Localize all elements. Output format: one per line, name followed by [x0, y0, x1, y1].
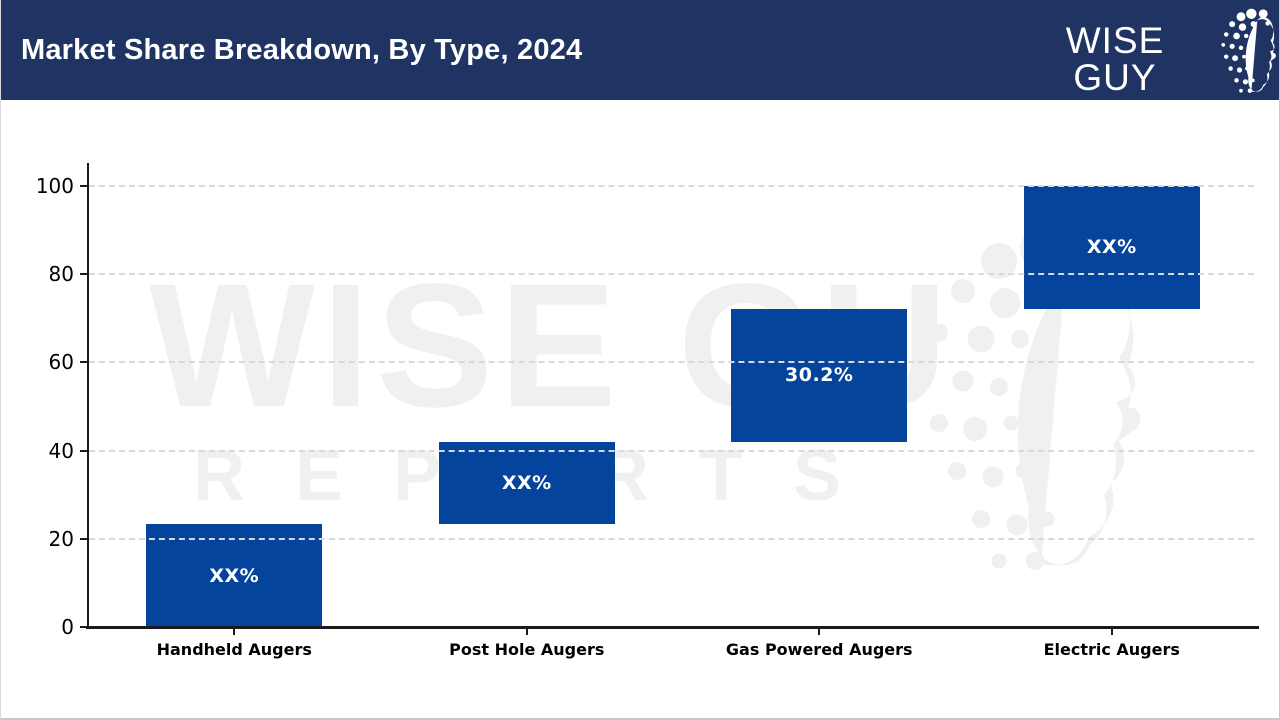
x-axis-line	[86, 626, 1259, 629]
y-tick-label: 100	[35, 174, 74, 198]
bar-value-label: XX%	[209, 564, 260, 587]
y-tick-mark	[80, 185, 88, 187]
y-tick-mark	[80, 626, 88, 628]
y-tick-mark	[80, 273, 88, 276]
x-category-label: Handheld Augers	[156, 640, 312, 659]
gridline-60	[89, 361, 1254, 364]
gridline-20	[89, 537, 1254, 540]
x-category-label: Gas Powered Augers	[725, 640, 913, 659]
logo-wordmark: WISE GUY	[1065, 20, 1165, 98]
logo-head-icon	[1221, 8, 1276, 93]
x-tick-mark	[818, 628, 821, 635]
bar-1	[146, 524, 323, 627]
y-tick-label: 80	[48, 262, 74, 287]
x-category-label: Post Hole Augers	[449, 640, 605, 659]
page-title: Market Share Breakdown, By Type, 2024	[21, 33, 583, 66]
gridline-80	[89, 273, 1254, 276]
bar-2	[438, 441, 615, 525]
bar-value-label: 30.2%	[785, 364, 854, 387]
y-tick-mark	[80, 361, 88, 364]
x-tick-mark	[525, 628, 528, 635]
logo-text: WISE GUY REPORTS	[1024, 22, 1206, 114]
y-tick-label: 20	[48, 526, 74, 551]
x-tick-mark	[233, 628, 236, 635]
wise-guy-reports-logo: WISE GUY REPORTS	[1024, 4, 1276, 114]
header-bar: Market Share Breakdown, By Type, 2024 WI…	[1, 0, 1279, 114]
y-tick-label: 60	[48, 350, 74, 375]
gridline-40	[89, 449, 1254, 452]
bar-value-label: XX%	[1086, 236, 1137, 259]
x-category-label: Electric Augers	[1043, 640, 1180, 659]
y-tick-mark	[80, 537, 88, 540]
x-tick-mark	[1110, 628, 1113, 635]
y-tick-mark	[80, 449, 88, 452]
logo-subtitle: REPORTS	[1048, 99, 1188, 114]
gridline-100	[89, 185, 1254, 187]
bar-value-label: XX%	[501, 471, 552, 494]
bar-3	[731, 308, 908, 442]
y-tick-label: 0	[61, 615, 74, 639]
y-axis-line	[87, 163, 89, 629]
y-tick-label: 40	[48, 438, 74, 463]
